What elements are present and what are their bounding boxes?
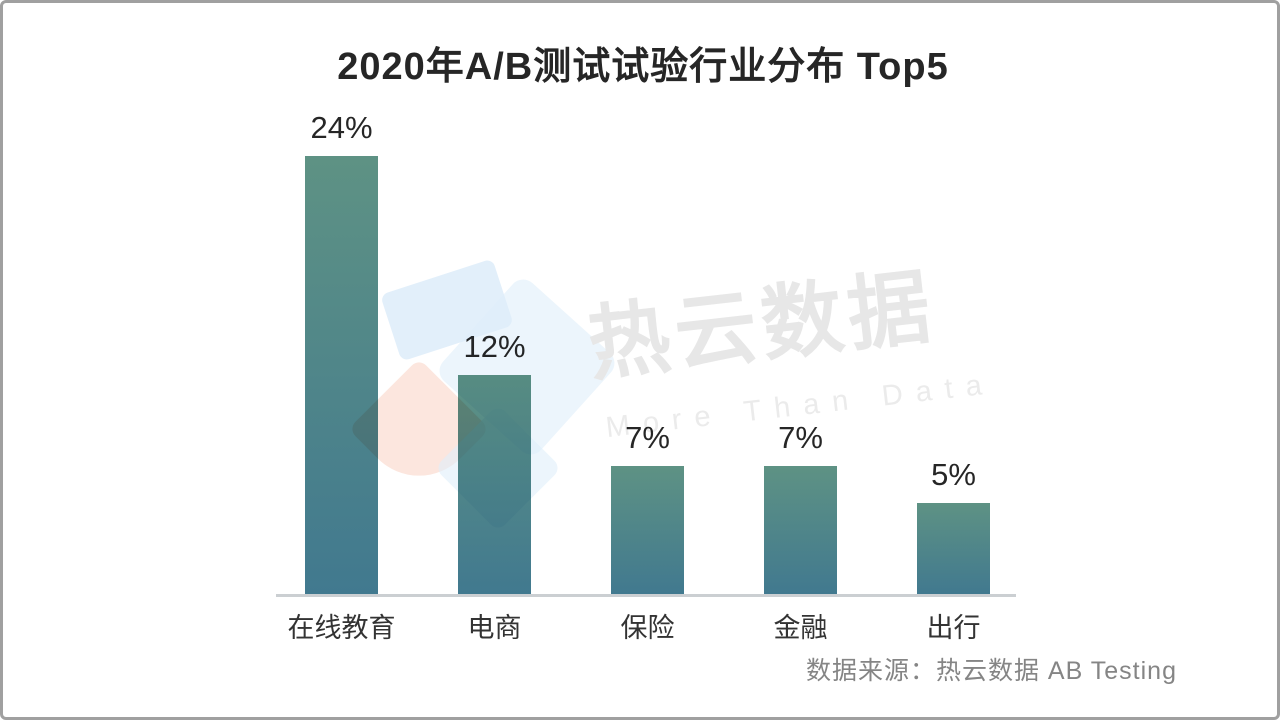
bar [611, 466, 684, 594]
bar [917, 503, 990, 594]
bar-value-label: 12% [463, 329, 526, 364]
bar-value-label: 7% [778, 420, 823, 455]
bar-value-label: 5% [931, 457, 976, 492]
category-label: 在线教育 [287, 613, 396, 643]
plot-area: 24% 在线教育 12% 电商 7% 保险 7% 金融 5% 出行 [3, 3, 1277, 717]
category-label: 金融 [773, 613, 828, 643]
bar-value-label: 7% [625, 420, 670, 455]
bar [764, 466, 837, 594]
bar [305, 156, 378, 594]
chart-title: 2020年A/B测试试验行业分布 Top5 [337, 46, 949, 88]
category-label: 出行 [926, 613, 981, 643]
category-label: 电商 [467, 613, 522, 643]
data-source-note: 数据来源：热云数据 AB Testing [805, 657, 1177, 685]
x-axis-line [276, 594, 1016, 597]
category-label: 保险 [620, 613, 675, 643]
bar [458, 375, 531, 594]
bar-value-label: 24% [310, 110, 373, 145]
